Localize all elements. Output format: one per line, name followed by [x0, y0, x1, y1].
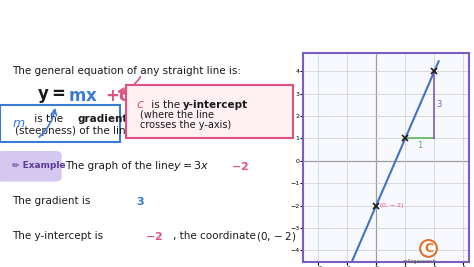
Text: The y-intercept is: The y-intercept is	[12, 231, 107, 241]
Text: The graph of the line: The graph of the line	[64, 161, 177, 171]
Text: $(0, -2)$: $(0, -2)$	[256, 230, 296, 243]
Text: $\mathbf{y = }$: $\mathbf{y = }$	[37, 87, 65, 105]
Text: $\mathbf{\it{y} = 3\it{x}}$: $\mathbf{\it{y} = 3\it{x}}$	[173, 159, 209, 173]
Text: , the coordinate: , the coordinate	[173, 231, 259, 241]
Text: $\mathbf{-2}$: $\mathbf{-2}$	[145, 230, 163, 242]
Text: $\mathbf{mx}$: $\mathbf{mx}$	[68, 87, 98, 105]
Text: is the: is the	[31, 114, 66, 124]
Text: $\mathbf{- 2}$: $\mathbf{- 2}$	[231, 160, 249, 172]
FancyBboxPatch shape	[126, 85, 292, 138]
Text: The general equation of any straight line is:: The general equation of any straight lin…	[12, 66, 241, 76]
Text: $\mathbf{3}$: $\mathbf{3}$	[136, 195, 144, 207]
Text: $\mathbf{\it{m}}$: $\mathbf{\it{m}}$	[12, 117, 26, 130]
Text: C: C	[424, 242, 433, 255]
Text: y-intercept: y-intercept	[183, 100, 248, 110]
Text: (steepness) of the line: (steepness) of the line	[15, 126, 132, 136]
Text: ✏ Example: ✏ Example	[12, 161, 66, 170]
Text: gradient: gradient	[77, 114, 128, 124]
Text: (where the line: (where the line	[140, 110, 214, 120]
Text: $\mathbf{\it{c}}$: $\mathbf{\it{c}}$	[136, 99, 144, 112]
Text: $(0, -2)$: $(0, -2)$	[379, 201, 404, 210]
Text: 3: 3	[437, 100, 442, 109]
Text: The gradient is: The gradient is	[12, 196, 94, 206]
FancyBboxPatch shape	[0, 105, 120, 142]
Text: $y = mx + c$: $y = mx + c$	[14, 9, 174, 40]
Text: 1: 1	[417, 141, 422, 150]
FancyBboxPatch shape	[0, 151, 62, 182]
Text: $\mathbf{+ c}$: $\mathbf{+ c}$	[105, 87, 129, 105]
Text: crosses the y-axis): crosses the y-axis)	[140, 120, 231, 130]
Text: collegesearch: collegesearch	[403, 259, 437, 264]
Text: is the: is the	[148, 100, 183, 110]
